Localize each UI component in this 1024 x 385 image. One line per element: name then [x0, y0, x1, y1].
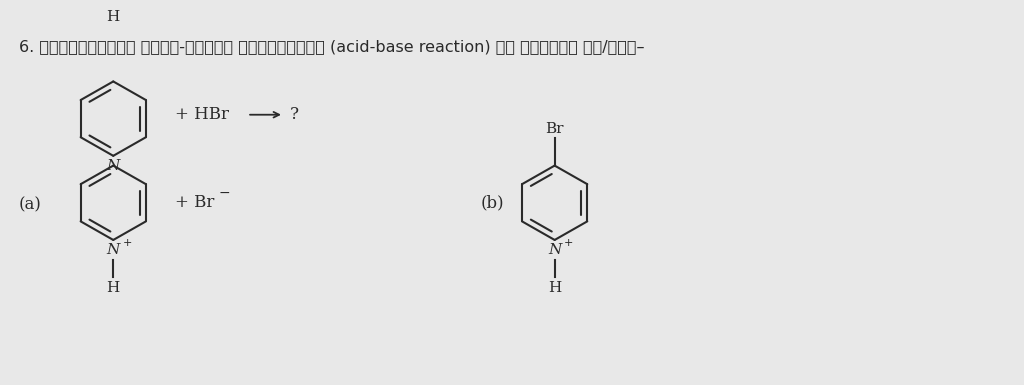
Text: + Br: + Br	[175, 194, 214, 211]
Text: H: H	[548, 281, 561, 295]
Text: ?: ?	[290, 106, 299, 123]
Text: (b): (b)	[480, 194, 504, 211]
Text: −: −	[218, 186, 230, 200]
Text: N: N	[548, 243, 561, 257]
Text: N: N	[106, 243, 120, 257]
Text: H: H	[106, 10, 120, 24]
Text: H: H	[106, 281, 120, 295]
Text: (a): (a)	[19, 196, 42, 213]
Text: Br: Br	[546, 122, 564, 136]
Text: +: +	[564, 238, 573, 248]
Text: N: N	[106, 159, 120, 173]
Text: 6. निम्नलिखित अम्ल-क्षार अभिक्रिया (acid-base reaction) के उत्पाद है/हैं–: 6. निम्नलिखित अम्ल-क्षार अभिक्रिया (acid…	[19, 39, 644, 54]
Text: + HBr: + HBr	[175, 106, 228, 123]
Text: +: +	[123, 238, 132, 248]
